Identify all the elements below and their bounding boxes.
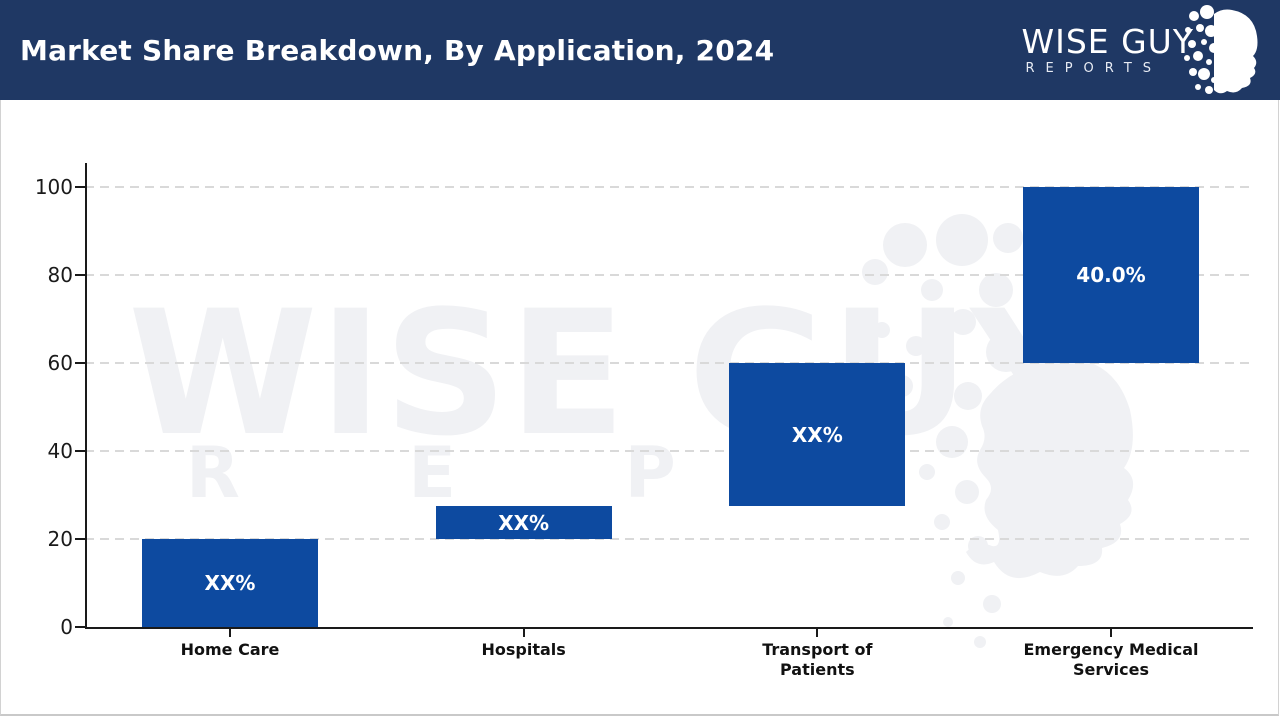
- y-tick-label: 80: [47, 263, 73, 287]
- logo-reports-text: REPORTS: [1025, 60, 1163, 76]
- y-tick-label: 60: [47, 351, 73, 375]
- y-tick-60: [75, 362, 85, 364]
- bar-home-care: XX%: [142, 539, 318, 627]
- gridline-20: [85, 538, 1253, 540]
- bar-transport-of-patients: XX%: [729, 363, 906, 506]
- bar-emergency-medical-services: 40.0%: [1023, 187, 1199, 363]
- y-tick-0: [75, 626, 85, 628]
- y-axis-spine: [85, 163, 87, 629]
- logo-wordmark-text: WISE GUY: [1021, 21, 1194, 61]
- y-tick-100: [75, 186, 85, 188]
- y-tick-label: 100: [34, 175, 73, 199]
- x-tick-0: [229, 629, 231, 637]
- y-tick-label: 20: [47, 527, 73, 551]
- gridline-60: [85, 362, 1253, 364]
- logo-head-icon: [1184, 5, 1258, 94]
- y-tick-label: 40: [47, 439, 73, 463]
- x-tick-label: Emergency Medical Services: [1023, 640, 1199, 679]
- header-bar: Market Share Breakdown, By Application, …: [0, 0, 1280, 100]
- x-tick-label: Home Care: [180, 640, 280, 659]
- x-tick-2: [816, 629, 819, 637]
- bar-value-label: XX%: [791, 422, 843, 447]
- y-tick-label: 0: [60, 615, 73, 639]
- y-tick-20: [75, 538, 85, 540]
- x-tick-1: [522, 629, 525, 637]
- chart-canvas: WISE GUY R E P O R T S 020406080100Home …: [0, 100, 1280, 720]
- x-tick-label: Transport of Patients: [762, 640, 873, 679]
- watermark-wordmark: WISE GUY: [128, 273, 1097, 474]
- page-title: Market Share Breakdown, By Application, …: [20, 33, 775, 67]
- y-tick-40: [75, 450, 85, 452]
- watermark-head-icon: [862, 214, 1134, 648]
- brand-logo: WISE GUY REPORTS: [1021, 4, 1266, 96]
- bar-value-label: XX%: [204, 571, 256, 595]
- x-tick-3: [1110, 629, 1112, 637]
- bar-value-label: 40.0%: [1076, 263, 1146, 287]
- bar-hospitals: XX%: [435, 506, 612, 539]
- bar-value-label: XX%: [498, 510, 550, 535]
- x-axis-spine: [85, 627, 1253, 629]
- y-tick-80: [75, 274, 85, 276]
- gridline-80: [85, 274, 1253, 276]
- gridline-100: [85, 186, 1253, 188]
- x-tick-label: Hospitals: [481, 640, 566, 659]
- gridline-40: [85, 450, 1253, 452]
- logo-wordmark: WISE GUY REPORTS: [1021, 25, 1194, 76]
